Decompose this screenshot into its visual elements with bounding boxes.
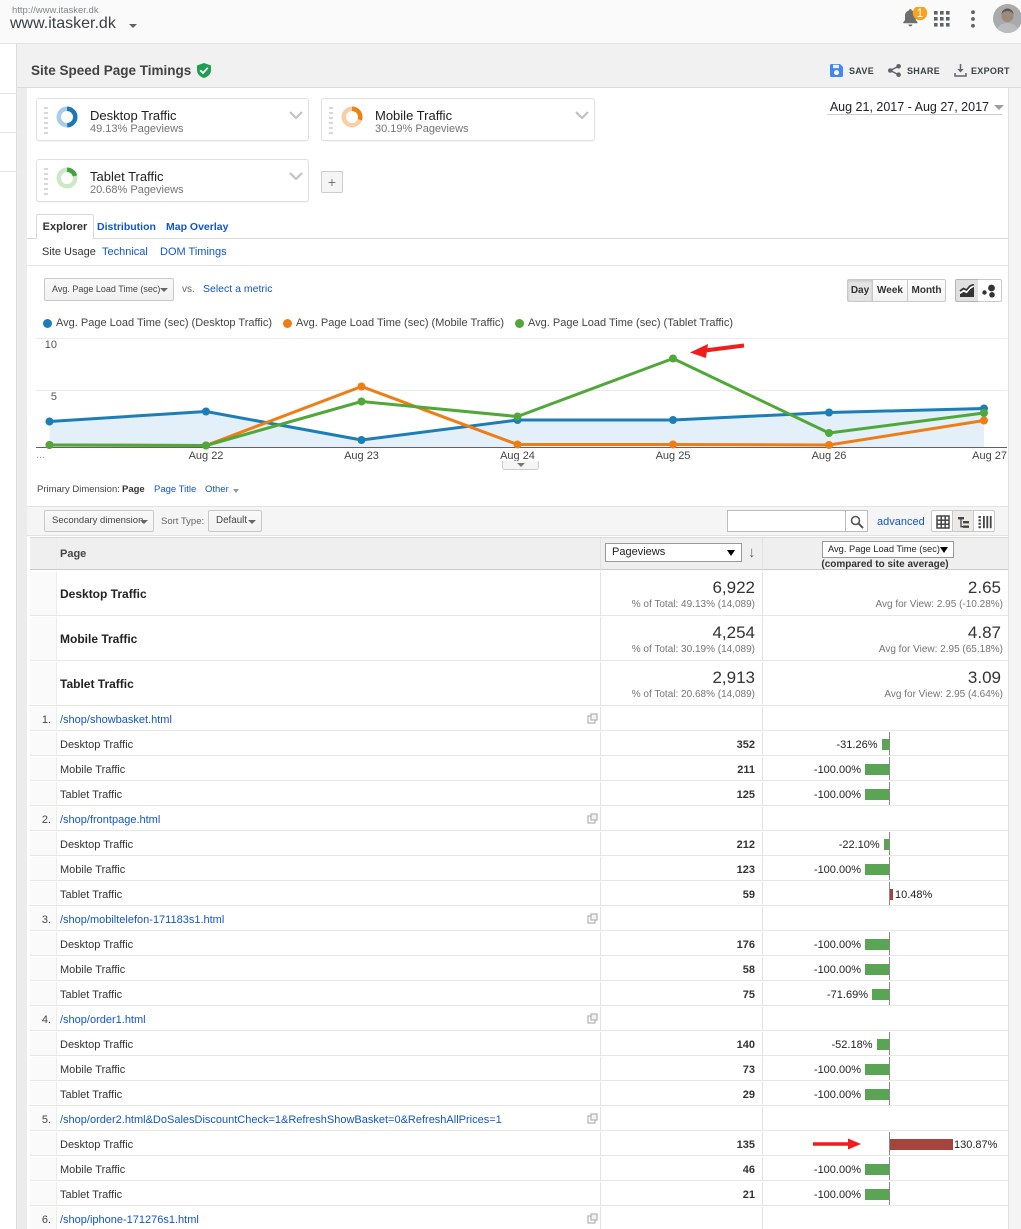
svg-text:1: 1 bbox=[917, 8, 923, 20]
svg-text:Aug 22: Aug 22 bbox=[189, 450, 224, 462]
svg-text:10: 10 bbox=[45, 339, 57, 351]
svg-text:Aug 25: Aug 25 bbox=[656, 450, 691, 462]
svg-text:...: ... bbox=[36, 449, 45, 461]
svg-text:Aug 26: Aug 26 bbox=[812, 450, 847, 462]
svg-text:Aug 23: Aug 23 bbox=[344, 450, 379, 462]
svg-text:Aug 24: Aug 24 bbox=[500, 450, 535, 462]
svg-text:5: 5 bbox=[51, 391, 57, 403]
svg-text:Aug 27: Aug 27 bbox=[972, 450, 1007, 462]
